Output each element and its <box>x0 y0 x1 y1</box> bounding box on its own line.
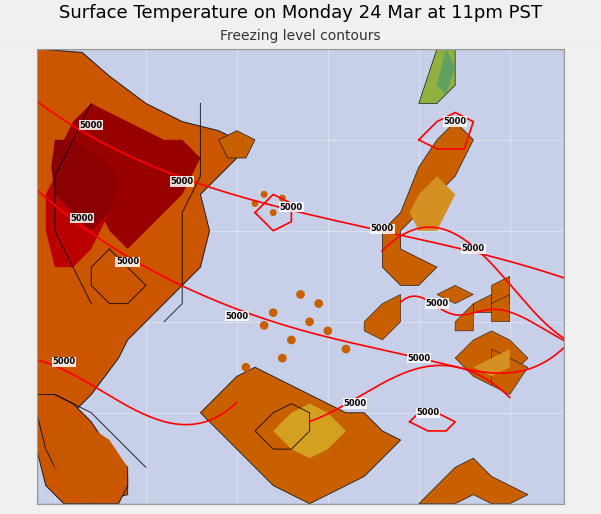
Text: 5000: 5000 <box>225 312 248 321</box>
Text: 5000: 5000 <box>52 357 76 366</box>
Text: 5000: 5000 <box>70 213 94 223</box>
Text: 5000: 5000 <box>280 203 303 212</box>
Polygon shape <box>51 140 118 231</box>
Text: 5000: 5000 <box>171 177 194 186</box>
Polygon shape <box>219 131 255 158</box>
Polygon shape <box>364 295 401 340</box>
Text: 5000: 5000 <box>444 117 467 126</box>
Circle shape <box>315 300 322 307</box>
Circle shape <box>297 291 304 298</box>
Polygon shape <box>437 285 474 304</box>
Text: 5000: 5000 <box>371 225 394 233</box>
Polygon shape <box>455 331 528 386</box>
Polygon shape <box>455 304 474 331</box>
Circle shape <box>343 345 350 353</box>
Text: 5000: 5000 <box>344 399 367 408</box>
Polygon shape <box>273 403 346 458</box>
Text: 5000: 5000 <box>80 121 103 130</box>
Polygon shape <box>474 295 492 313</box>
Polygon shape <box>474 349 510 376</box>
Polygon shape <box>437 49 455 94</box>
Circle shape <box>252 201 258 206</box>
Polygon shape <box>37 395 127 504</box>
Text: Surface Temperature on Monday 24 Mar at 11pm PST: Surface Temperature on Monday 24 Mar at … <box>59 4 542 22</box>
Polygon shape <box>492 276 510 304</box>
Circle shape <box>270 309 277 316</box>
Text: Freezing level contours: Freezing level contours <box>220 29 381 43</box>
Polygon shape <box>492 349 528 395</box>
Polygon shape <box>64 103 200 249</box>
Text: 5000: 5000 <box>416 408 439 417</box>
Text: 5000: 5000 <box>462 245 485 253</box>
Circle shape <box>306 318 313 325</box>
Polygon shape <box>382 122 474 285</box>
Polygon shape <box>492 295 510 322</box>
Polygon shape <box>46 176 109 267</box>
Polygon shape <box>410 176 455 231</box>
Polygon shape <box>164 504 328 513</box>
Circle shape <box>260 322 268 329</box>
Circle shape <box>288 336 295 343</box>
Text: 5000: 5000 <box>426 299 448 308</box>
Text: 5000: 5000 <box>407 354 430 363</box>
Circle shape <box>261 192 267 197</box>
Circle shape <box>279 355 286 362</box>
Polygon shape <box>419 40 455 103</box>
Polygon shape <box>200 367 401 504</box>
Polygon shape <box>46 413 127 504</box>
Circle shape <box>324 327 331 335</box>
Circle shape <box>242 363 249 371</box>
Circle shape <box>279 195 285 201</box>
Polygon shape <box>419 458 528 504</box>
Polygon shape <box>19 49 246 504</box>
Circle shape <box>270 210 276 215</box>
Text: 5000: 5000 <box>116 257 139 266</box>
